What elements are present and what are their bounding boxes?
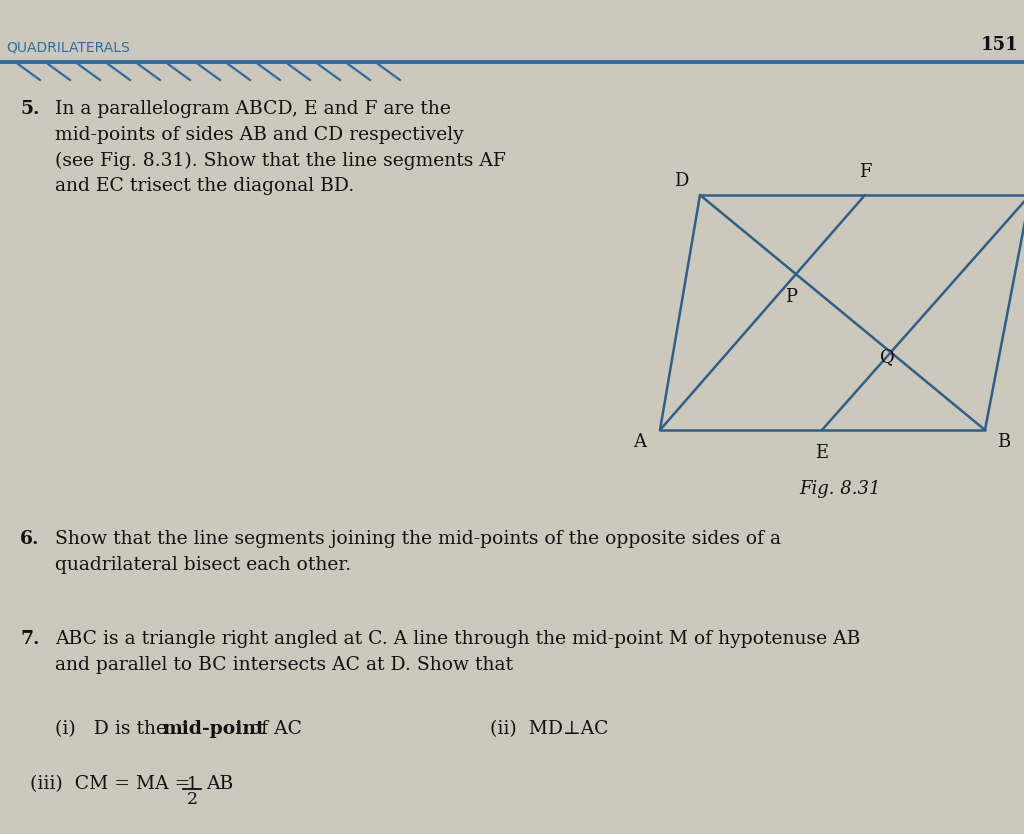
Text: (iii)  CM = MA =: (iii) CM = MA = [30,775,197,793]
Text: 1: 1 [186,776,198,793]
Text: P: P [785,288,797,306]
Text: 5.: 5. [20,100,40,118]
Text: 2: 2 [186,791,198,808]
Text: Fig. 8.31: Fig. 8.31 [800,480,881,498]
Text: Show that the line segments joining the mid-points of the opposite sides of a
qu: Show that the line segments joining the … [55,530,781,574]
Text: 6.: 6. [20,530,40,548]
Text: of AC: of AC [244,720,302,738]
Text: In a parallelogram ABCD, E and F are the
mid-points of sides AB and CD respectiv: In a parallelogram ABCD, E and F are the… [55,100,506,195]
Text: A: A [633,433,646,451]
Text: AB: AB [206,775,233,793]
Text: B: B [997,433,1011,451]
Text: mid-point: mid-point [162,720,265,738]
Text: Q: Q [880,348,895,366]
Text: F: F [859,163,871,181]
Text: (i)   D is the: (i) D is the [55,720,173,738]
Text: (ii)  MD⊥AC: (ii) MD⊥AC [490,720,608,738]
Text: D: D [674,172,688,190]
Text: E: E [815,444,828,462]
Text: ABC is a triangle right angled at C. A line through the mid-point M of hypotenus: ABC is a triangle right angled at C. A l… [55,630,860,674]
Text: 7.: 7. [20,630,40,648]
Text: QUADRILATERALS: QUADRILATERALS [6,40,130,54]
Text: 151: 151 [980,36,1018,54]
